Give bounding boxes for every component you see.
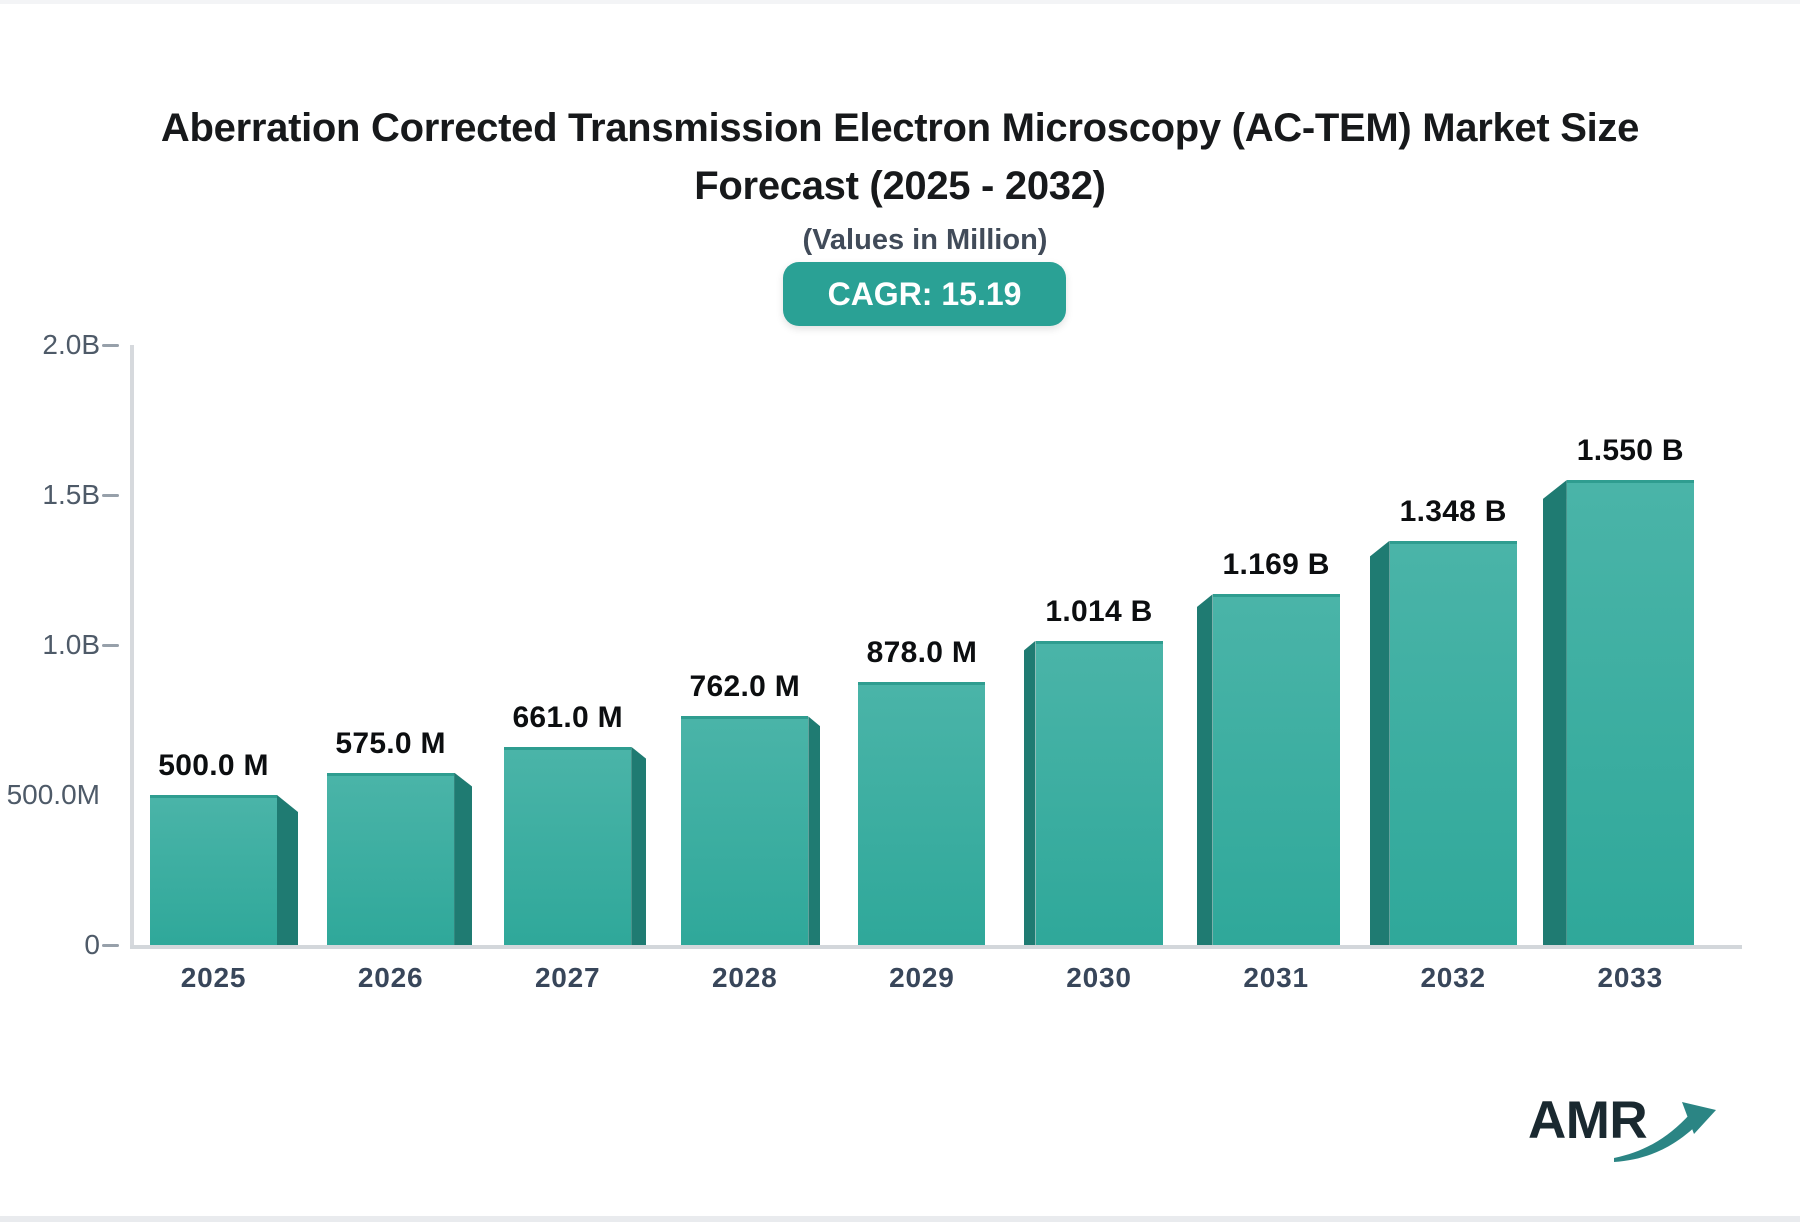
bar-value-label: 1.169 B (1222, 548, 1330, 582)
x-axis-category-label: 2025 (180, 962, 247, 993)
bar-side-2032 (1369, 540, 1390, 945)
y-axis-tick-label: 2.0B (42, 329, 100, 360)
bar-2028 (681, 716, 809, 945)
y-axis-tick-dash (102, 944, 119, 947)
bar-side-2033 (1542, 480, 1567, 945)
y-axis-tick-dash (102, 494, 119, 497)
chart-subtitle: (Values in Million) (802, 224, 1048, 256)
x-axis-category-label: 2029 (889, 962, 955, 993)
bar-value-label: 500.0 M (158, 749, 269, 782)
bar-2027 (504, 746, 632, 945)
bar-2032 (1389, 540, 1517, 945)
bar-2026 (327, 772, 455, 945)
bar-value-label: 661.0 M (512, 700, 623, 734)
bar-value-label: 1.014 B (1045, 594, 1153, 628)
x-axis-category-label: 2030 (1066, 962, 1132, 993)
y-axis-tick-dash (102, 644, 119, 647)
bar-side-2031 (1196, 594, 1213, 945)
chart-title-line1: Aberration Corrected Transmission Electr… (160, 106, 1640, 150)
bar-2025 (150, 795, 277, 945)
x-axis-category-label: 2028 (712, 962, 778, 993)
bar-value-label: 762.0 M (689, 670, 801, 704)
bar-value-label: 878.0 M (866, 635, 978, 669)
x-axis-category-label: 2033 (1597, 962, 1664, 993)
x-axis-category-label: 2026 (357, 962, 424, 993)
x-axis-category-label: 2032 (1420, 962, 1486, 993)
y-axis-line (130, 345, 134, 949)
growth-arrow-icon (1614, 1102, 1716, 1162)
bar-value-label: 1.550 B (1576, 434, 1684, 467)
x-axis-category-label: 2027 (534, 962, 601, 993)
y-axis-tick-label: 1.5B (42, 479, 100, 510)
bar-side-2030 (1023, 640, 1036, 945)
x-axis-line (130, 945, 1742, 949)
bar-2033 (1566, 480, 1694, 945)
y-axis-tick-dash (102, 344, 119, 347)
y-axis-tick-label: 1.0B (42, 629, 100, 660)
bar-2029 (858, 681, 986, 945)
amr-logo-text: AMR (1528, 1091, 1648, 1150)
amr-logo: AMR (1528, 1090, 1728, 1170)
y-axis-tick-label: 0 (84, 929, 100, 960)
bar-2030 (1035, 640, 1163, 945)
bar-side-2025 (277, 795, 298, 945)
bar-side-2028 (808, 716, 821, 945)
bar-side-2027 (631, 746, 647, 945)
bar-side-2026 (454, 772, 473, 945)
y-axis-tick-label: 500.0M (6, 779, 100, 810)
bar-value-label: 575.0 M (335, 726, 446, 760)
bar-2031 (1212, 594, 1340, 945)
bar-value-label: 1.348 B (1399, 494, 1507, 528)
x-axis-category-label: 2031 (1243, 962, 1309, 993)
cagr-badge: CAGR: 15.19 % (783, 262, 1066, 376)
chart-title-line2: Forecast (2025 - 2032) (694, 164, 1106, 208)
